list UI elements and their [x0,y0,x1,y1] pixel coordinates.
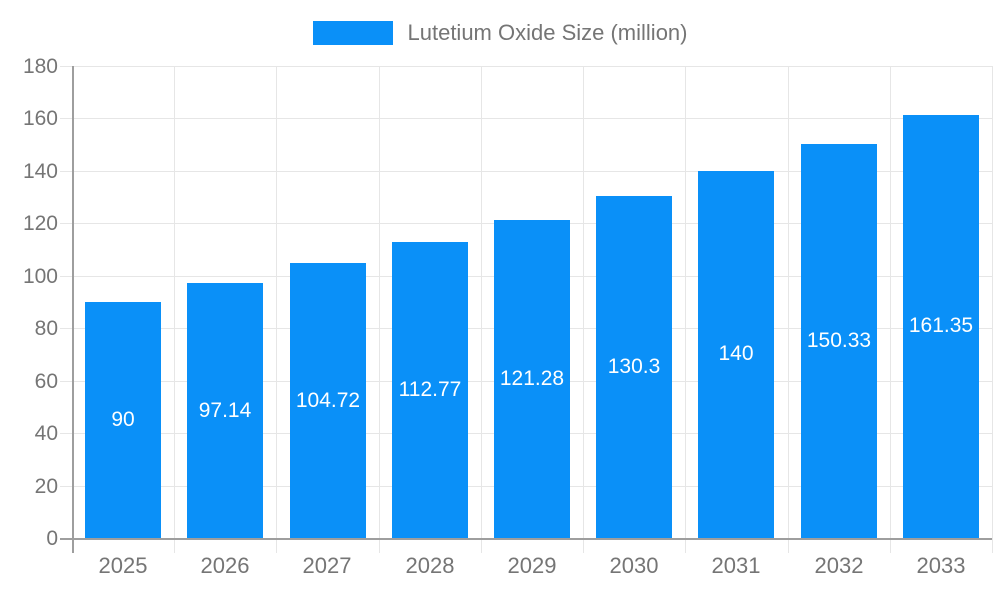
legend-swatch-icon [312,21,393,45]
x-axis-tick-label: 2025 [98,553,148,578]
x-axis-tick-label: 2029 [507,553,557,578]
y-axis-line [72,66,74,553]
bar-2033[interactable] [903,115,979,538]
x-axis-tick-label: 2032 [814,553,864,578]
y-axis-tick-label: 180 [22,55,58,78]
bar-2027[interactable] [290,263,366,538]
x-axis-tick-label: 2028 [405,553,455,578]
bar-value-label: 130.3 [607,355,661,378]
x-axis-tick-label: 2030 [609,553,659,578]
y-axis-tick-label: 80 [34,317,58,340]
y-gridline [60,66,992,67]
y-axis-tick-label: 160 [22,107,58,130]
bar-value-label: 140 [718,342,754,365]
bar-2026[interactable] [187,283,263,538]
y-axis-tick-label: 100 [22,265,58,288]
bar-value-label: 161.35 [908,314,974,337]
bar-2028[interactable] [392,242,468,538]
bar-value-label: 112.77 [398,378,462,401]
y-axis-tick-label: 140 [22,160,58,183]
bar-value-label: 104.72 [295,389,361,412]
y-axis-tick-label: 120 [22,212,58,235]
x-gridline [583,66,584,553]
x-axis-tick-label: 2031 [711,553,761,578]
bar-2030[interactable] [596,196,672,538]
y-axis-tick-label: 60 [34,370,58,393]
x-axis-tick-label: 2027 [302,553,352,578]
bar-value-label: 97.14 [198,399,252,422]
y-gridline [60,118,992,119]
bar-value-label: 90 [111,408,135,431]
y-gridline [60,171,992,172]
x-gridline [174,66,175,553]
bar-2025[interactable] [85,302,161,538]
bar-2029[interactable] [494,220,570,538]
x-axis-tick-label: 2033 [916,553,966,578]
x-gridline [685,66,686,553]
bar-value-label: 150.33 [806,329,872,352]
x-gridline [890,66,891,553]
x-gridline [788,66,789,553]
y-axis-tick-label: 40 [34,422,58,445]
bar-value-label: 121.28 [499,367,565,390]
bar-2032[interactable] [801,144,877,538]
legend-label: Lutetium Oxide Size (million) [407,20,688,45]
x-gridline [379,66,380,553]
x-gridline [481,66,482,553]
x-axis-tick-label: 2026 [200,553,250,578]
x-gridline [276,66,277,553]
y-axis-tick-label: 20 [34,475,58,498]
x-gridline [992,66,993,553]
legend[interactable]: Lutetium Oxide Size (million) [0,20,1000,46]
x-axis-line [60,538,992,540]
bar-2031[interactable] [698,171,774,538]
y-axis-tick-label: 0 [46,527,58,550]
